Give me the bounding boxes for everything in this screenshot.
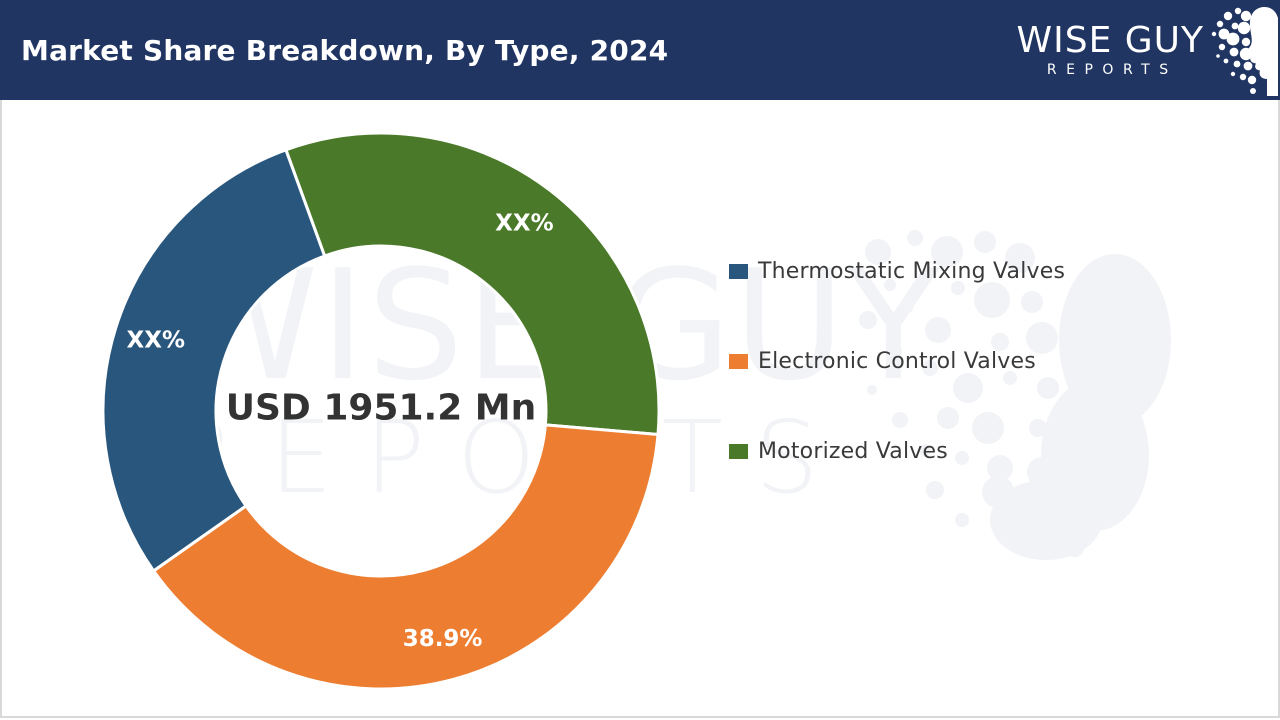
legend-swatch [729,354,748,369]
donut-center-total: USD 1951.2 Mn [225,387,537,429]
wise-guy-logo: WISE GUY REPORTS [1016,4,1278,96]
segment-percent-label-motorized-valves: XX% [495,211,554,237]
legend: Thermostatic Mixing Valves Electronic Con… [729,259,1066,464]
segment-percent-label-thermostatic-mixing-valves: XX% [127,327,186,353]
legend-swatch [729,444,748,459]
donut-segment-electronic-control-valves [152,423,660,691]
logo-wordmark: WISE GUY [1016,20,1204,61]
header: Market Share Breakdown, By Type, 2024 WI… [0,0,1280,100]
legend-label: Thermostatic Mixing Valves [758,259,1066,284]
segment-percent-label-electronic-control-valves: 38.9% [403,626,483,652]
page-title: Market Share Breakdown, By Type, 2024 [21,33,669,67]
legend-label: Electronic Control Valves [758,349,1036,374]
legend-item-electronic-control-valves: Electronic Control Valves [729,349,1065,374]
legend-item-motorized-valves: Motorized Valves [729,439,1065,464]
donut-segment-thermostatic-mixing-valves [101,148,327,573]
body-border-bottom [0,716,1280,718]
logo-subtitle: REPORTS [1046,62,1178,78]
logo-text: WISE GUY REPORTS [1016,20,1205,78]
donut-chart: XX% 38.9% XX% [101,131,661,691]
legend-item-thermostatic-mixing-valves: Thermostatic Mixing Valves [729,259,1066,284]
legend-swatch [729,264,748,279]
legend-label: Motorized Valves [758,439,948,464]
body-border-left [0,100,2,718]
logo-face-icon [1211,6,1278,96]
body-border-right [1278,100,1280,718]
chart-area: WISE GUY REPORTS XX [0,100,1280,720]
donut-segment-motorized-valves [284,131,661,436]
